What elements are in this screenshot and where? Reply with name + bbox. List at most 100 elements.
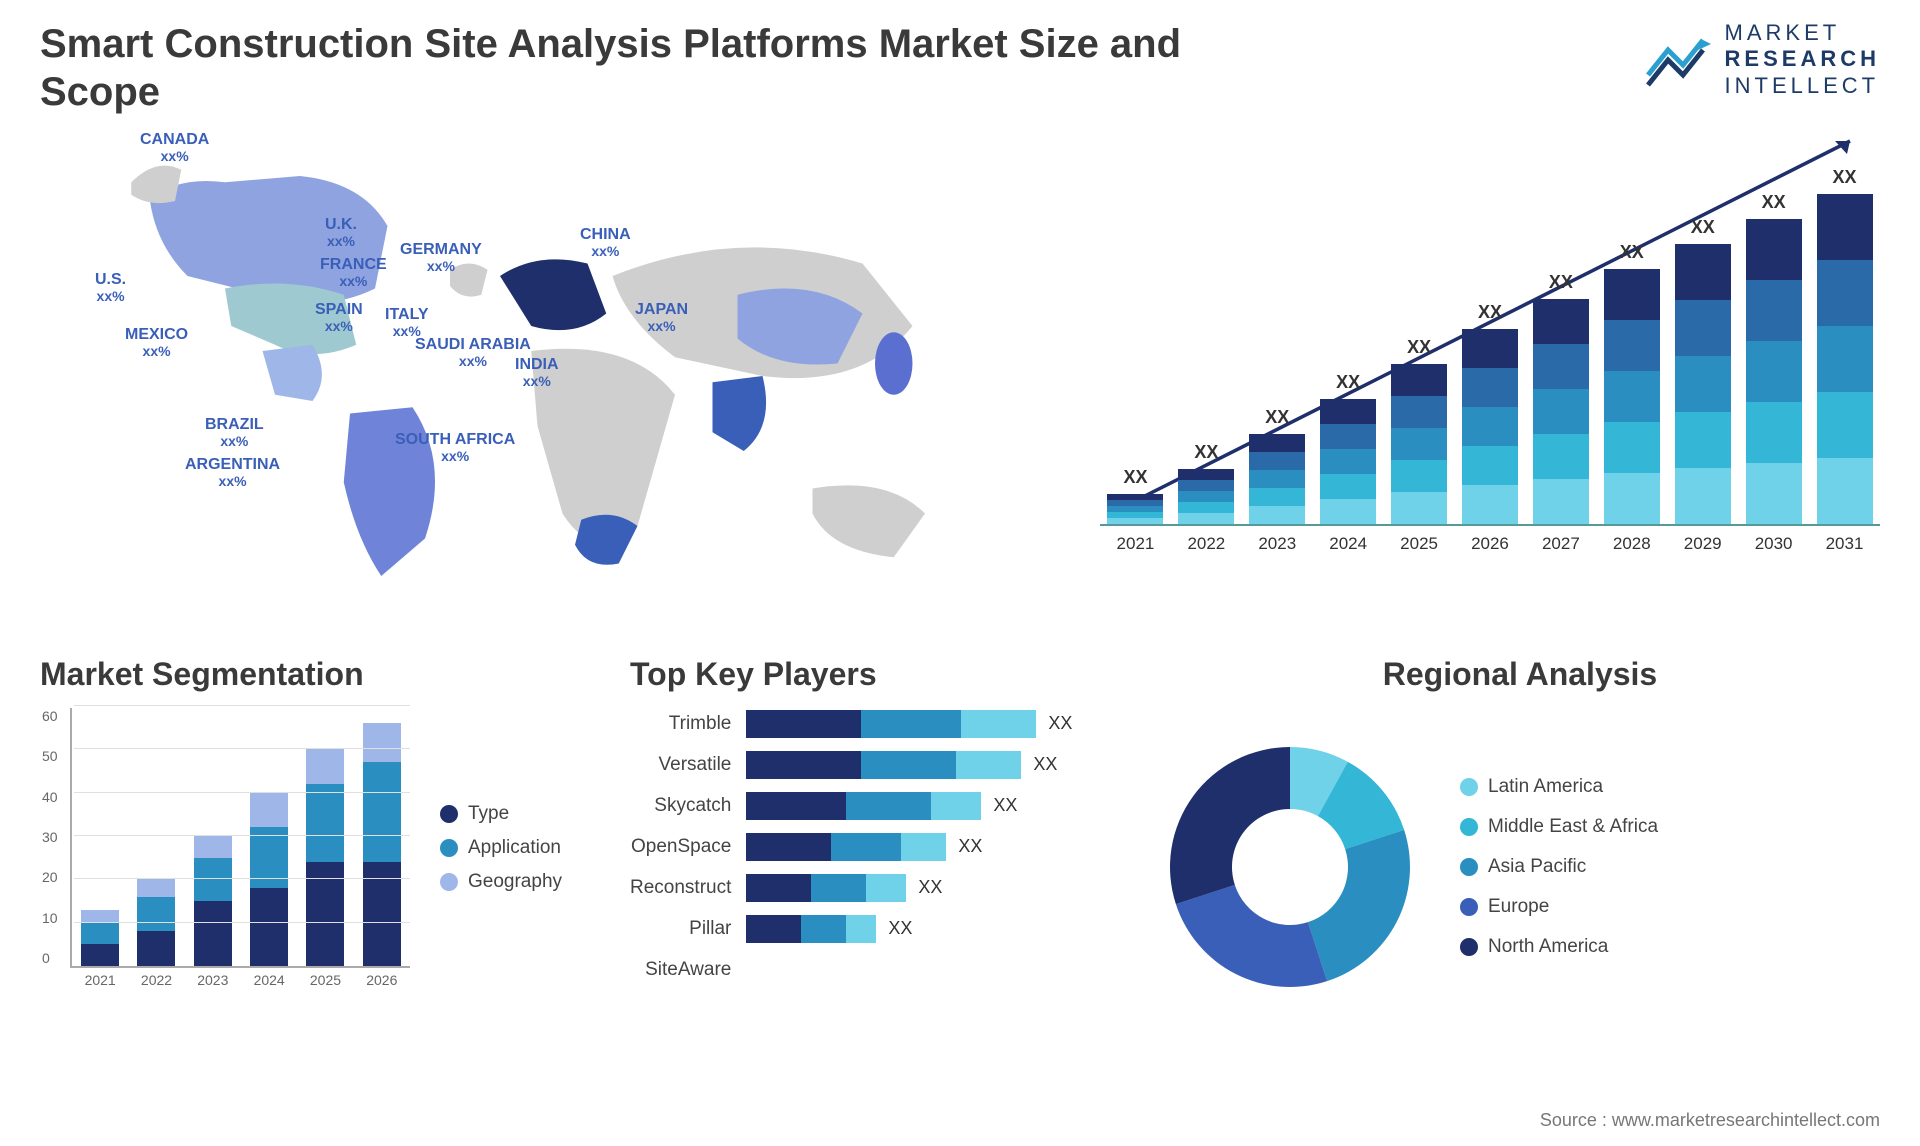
player-bar-row: XX (746, 790, 1072, 821)
player-label: Skycatch (654, 790, 731, 821)
player-label: Pillar (689, 913, 731, 944)
x-axis-label: 2023 (197, 972, 228, 988)
player-label: Reconstruct (630, 872, 731, 903)
segmentation-section: Market Segmentation 0102030405060 202120… (40, 656, 600, 1026)
map-label: BRAZILxx% (205, 416, 264, 449)
segmentation-title: Market Segmentation (40, 656, 600, 693)
player-bar-row: XX (746, 872, 1072, 903)
bar-value-label: XX (1336, 372, 1360, 393)
x-axis-label: 2030 (1755, 534, 1793, 554)
bar-value-label: XX (1123, 467, 1147, 488)
players-title: Top Key Players (630, 656, 1130, 693)
x-axis-label: 2029 (1684, 534, 1722, 554)
bar-value-label: XX (1265, 407, 1289, 428)
logo-line3: INTELLECT (1725, 73, 1880, 99)
player-value: XX (993, 795, 1017, 816)
logo-line1: MARKET (1725, 20, 1880, 46)
player-bar-row: XX (746, 708, 1072, 739)
bar-value-label: XX (1194, 442, 1218, 463)
donut-slice (1308, 830, 1410, 981)
x-axis-label: 2028 (1613, 534, 1651, 554)
main-bar: XX (1533, 272, 1589, 524)
regional-title: Regional Analysis (1160, 656, 1880, 693)
map-label: ITALYxx% (385, 306, 429, 339)
legend-item: Europe (1460, 896, 1658, 918)
player-value: XX (918, 877, 942, 898)
player-bar-row: XX (746, 831, 1072, 862)
main-bar: XX (1604, 242, 1660, 524)
seg-bar (363, 723, 401, 966)
main-bar: XX (1178, 442, 1234, 524)
regional-section: Regional Analysis Latin America Middle Ea… (1160, 656, 1880, 1026)
legend-item: Application (440, 837, 562, 859)
player-value: XX (888, 918, 912, 939)
x-axis-label: 2024 (254, 972, 285, 988)
bar-value-label: XX (1833, 167, 1857, 188)
main-bar: XX (1675, 217, 1731, 524)
map-label: MEXICOxx% (125, 326, 188, 359)
legend-item: Type (440, 803, 562, 825)
legend-item: North America (1460, 936, 1658, 958)
bar-value-label: XX (1549, 272, 1573, 293)
source-text: Source : www.marketresearchintellect.com (1540, 1110, 1880, 1131)
x-axis-label: 2021 (85, 972, 116, 988)
legend-item: Latin America (1460, 776, 1658, 798)
map-label: U.K.xx% (325, 216, 357, 249)
players-labels: Trimble Versatile Skycatch OpenSpace Reconst… (630, 708, 731, 985)
main-bar: XX (1746, 192, 1802, 524)
x-axis-label: 2031 (1826, 534, 1864, 554)
map-label: ARGENTINAxx% (185, 456, 280, 489)
logo-icon (1643, 30, 1713, 90)
map-label: CANADAxx% (140, 131, 209, 164)
main-bar: XX (1391, 337, 1447, 524)
map-label: JAPANxx% (635, 301, 688, 334)
player-bar-row: XX (746, 913, 1072, 944)
bar-value-label: XX (1691, 217, 1715, 238)
player-label: Trimble (669, 708, 732, 739)
logo-line2: RESEARCH (1725, 46, 1880, 72)
main-bar-chart: XXXXXXXXXXXXXXXXXXXXXX 20212022202320242… (1100, 126, 1880, 626)
x-axis-label: 2027 (1542, 534, 1580, 554)
donut-slice (1170, 747, 1290, 904)
main-bar: XX (1107, 467, 1163, 524)
regional-legend: Latin America Middle East & Africa Asia Pa… (1460, 776, 1658, 958)
bar-value-label: XX (1407, 337, 1431, 358)
bar-value-label: XX (1762, 192, 1786, 213)
player-value: XX (958, 836, 982, 857)
bar-value-label: XX (1620, 242, 1644, 263)
x-axis-label: 2026 (1471, 534, 1509, 554)
main-bar: XX (1817, 167, 1873, 524)
legend-item: Asia Pacific (1460, 856, 1658, 878)
players-bars: XX XX XX XX XX XX (746, 708, 1072, 985)
player-label: OpenSpace (631, 831, 731, 862)
map-label: CHINAxx% (580, 226, 631, 259)
player-label: SiteAware (645, 954, 731, 985)
main-bar: XX (1249, 407, 1305, 524)
x-axis-label: 2022 (141, 972, 172, 988)
x-axis-label: 2021 (1117, 534, 1155, 554)
map-label: INDIAxx% (515, 356, 559, 389)
seg-bar (306, 749, 344, 966)
page-title: Smart Construction Site Analysis Platfor… (40, 20, 1240, 116)
seg-bar (81, 910, 119, 966)
brand-logo: MARKET RESEARCH INTELLECT (1643, 20, 1880, 99)
map-label: GERMANYxx% (400, 241, 482, 274)
player-bar-row: XX (746, 749, 1072, 780)
bar-value-label: XX (1478, 302, 1502, 323)
seg-bar (250, 793, 288, 966)
legend-item: Middle East & Africa (1460, 816, 1658, 838)
main-bar: XX (1320, 372, 1376, 524)
player-value: XX (1048, 713, 1072, 734)
x-axis-label: 2022 (1187, 534, 1225, 554)
player-label: Versatile (659, 749, 732, 780)
seg-bar (137, 879, 175, 966)
world-map: CANADAxx%U.S.xx%MEXICOxx%BRAZILxx%ARGENT… (40, 126, 1060, 626)
x-axis-label: 2025 (310, 972, 341, 988)
donut-slice (1176, 885, 1327, 987)
map-label: SPAINxx% (315, 301, 363, 334)
x-axis-label: 2025 (1400, 534, 1438, 554)
map-label: SOUTH AFRICAxx% (395, 431, 515, 464)
segmentation-legend: TypeApplicationGeography (440, 708, 562, 988)
map-label: SAUDI ARABIAxx% (415, 336, 531, 369)
x-axis-label: 2023 (1258, 534, 1296, 554)
